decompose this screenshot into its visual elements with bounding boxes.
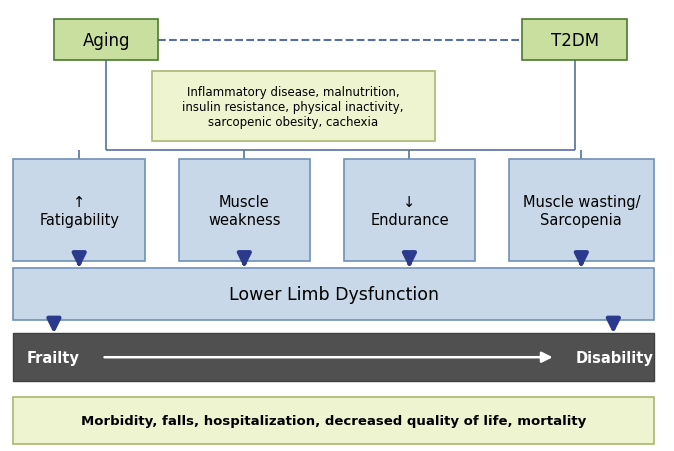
Text: T2DM: T2DM [551, 32, 599, 50]
FancyBboxPatch shape [13, 334, 654, 381]
FancyBboxPatch shape [344, 160, 475, 262]
FancyBboxPatch shape [152, 72, 435, 142]
FancyBboxPatch shape [179, 160, 310, 262]
FancyBboxPatch shape [509, 160, 654, 262]
FancyBboxPatch shape [13, 397, 654, 444]
Text: ↓
Endurance: ↓ Endurance [370, 195, 449, 227]
FancyBboxPatch shape [54, 20, 158, 61]
Text: Aging: Aging [82, 32, 130, 50]
Text: Morbidity, falls, hospitalization, decreased quality of life, mortality: Morbidity, falls, hospitalization, decre… [81, 414, 586, 427]
FancyBboxPatch shape [13, 268, 654, 320]
FancyBboxPatch shape [522, 20, 627, 61]
Text: Disability: Disability [576, 350, 654, 365]
Text: Lower Limb Dysfunction: Lower Limb Dysfunction [228, 285, 439, 303]
Text: Muscle
weakness: Muscle weakness [208, 195, 280, 227]
FancyBboxPatch shape [13, 160, 145, 262]
Text: ↑
Fatigability: ↑ Fatigability [39, 195, 119, 227]
Text: Inflammatory disease, malnutrition,
insulin resistance, physical inactivity,
sar: Inflammatory disease, malnutrition, insu… [183, 86, 404, 129]
Text: Muscle wasting/
Sarcopenia: Muscle wasting/ Sarcopenia [522, 195, 640, 227]
Text: Frailty: Frailty [27, 350, 80, 365]
